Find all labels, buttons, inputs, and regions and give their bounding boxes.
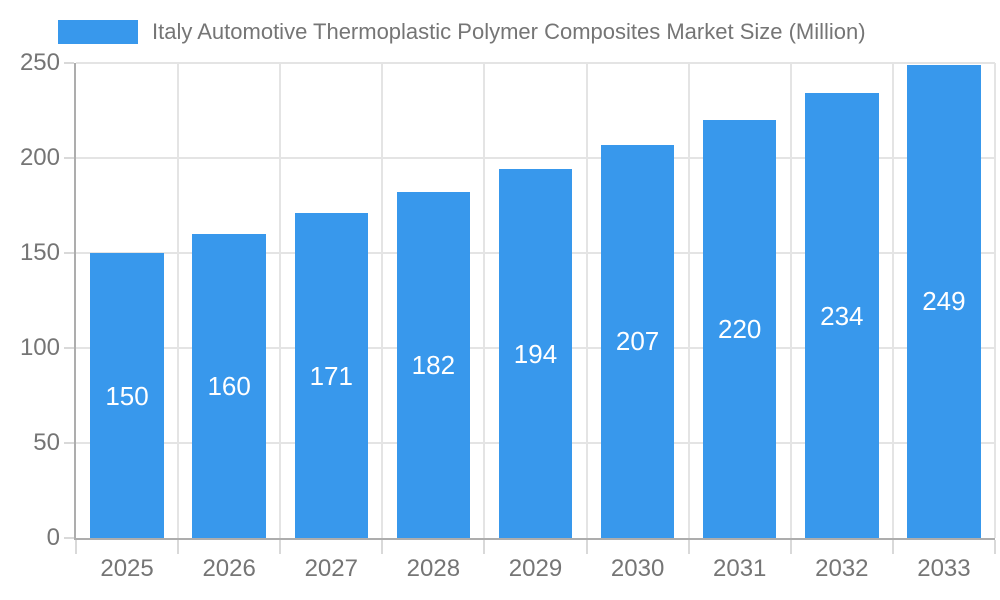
y-tick-label: 200 [19, 144, 60, 171]
y-tick-label: 250 [19, 49, 60, 76]
bar-value-label: 194 [513, 338, 558, 369]
y-tick-label: 150 [19, 239, 60, 266]
bar-value-label: 160 [207, 371, 251, 401]
gridline-vertical [789, 63, 792, 538]
bar: 194 [498, 169, 573, 538]
bar-value-label: 150 [105, 380, 149, 411]
y-axis-tick [64, 537, 74, 539]
bar-slot: 194 2029 [484, 63, 586, 582]
x-axis-tick [177, 540, 180, 554]
bar-slot: 150 2025 [76, 63, 178, 582]
bar-slot: 234 2032 [791, 63, 893, 582]
x-tick-label: 2029 [508, 555, 563, 582]
gridline-vertical [483, 63, 486, 538]
bar-value-label: 234 [820, 300, 864, 331]
x-axis-tick [483, 540, 486, 554]
bar-slot: 220 2031 [689, 63, 791, 582]
bar-value-label: 220 [718, 314, 762, 344]
x-axis-tick [994, 540, 996, 554]
bar: 182 [396, 192, 471, 538]
x-axis-tick [381, 540, 384, 554]
y-tick-label: 50 [33, 429, 60, 456]
bar-value-label: 249 [922, 286, 966, 317]
legend: Italy Automotive Thermoplastic Polymer C… [58, 18, 866, 46]
gridline-horizontal [76, 62, 995, 64]
x-tick-label: 2027 [304, 555, 358, 582]
bar-slot: 249 2033 [893, 63, 995, 582]
bar: 150 [90, 253, 164, 538]
bar-slot: 160 2026 [178, 63, 280, 582]
bar-slot: 182 2028 [382, 63, 484, 582]
gridline-vertical [687, 63, 690, 538]
y-tick-label: 100 [19, 334, 60, 361]
legend-swatch [58, 20, 138, 44]
x-axis-tick [75, 540, 77, 554]
x-tick-label: 2030 [610, 555, 665, 582]
x-axis-tick [585, 540, 588, 554]
x-axis-tick [687, 540, 690, 554]
gridline-horizontal [76, 157, 995, 159]
legend-label: Italy Automotive Thermoplastic Polymer C… [152, 19, 866, 44]
y-axis-tick [64, 252, 74, 254]
gridline-vertical [994, 63, 996, 538]
bar: 207 [600, 144, 675, 538]
x-axis-tick [279, 540, 282, 554]
x-tick-label: 2026 [202, 555, 256, 582]
gridline-vertical [381, 63, 384, 538]
bar: 220 [702, 120, 777, 538]
x-axis-tick [789, 540, 792, 554]
bar: 160 [192, 234, 266, 538]
gridline-vertical [177, 63, 180, 538]
x-tick-label: 2028 [406, 555, 461, 582]
x-tick-label: 2032 [815, 555, 869, 582]
y-axis-tick [64, 62, 74, 64]
bar: 249 [907, 64, 981, 538]
y-axis-tick [64, 157, 74, 159]
gridline-vertical [279, 63, 282, 538]
x-tick-label: 2025 [100, 555, 154, 582]
gridline-vertical [891, 63, 894, 538]
bar-value-label: 171 [309, 360, 353, 391]
bar-value-label: 207 [615, 326, 660, 357]
y-tick-label: 0 [46, 524, 60, 551]
bar-slot: 207 2030 [587, 63, 689, 582]
bar: 171 [294, 213, 369, 538]
x-tick-label: 2031 [713, 555, 767, 582]
x-axis-tick [891, 540, 894, 554]
x-tick-label: 2033 [917, 555, 971, 582]
bar-slot: 171 2027 [280, 63, 382, 582]
bar: 234 [805, 93, 879, 538]
plot-area: 0 50 100 150 200 250 150 2025 160 2026 171 2027 182 2… [20, 51, 996, 582]
y-axis-tick [64, 442, 74, 444]
bar-value-label: 182 [411, 350, 456, 381]
gridline-vertical [585, 63, 588, 538]
y-axis-tick [64, 347, 74, 349]
